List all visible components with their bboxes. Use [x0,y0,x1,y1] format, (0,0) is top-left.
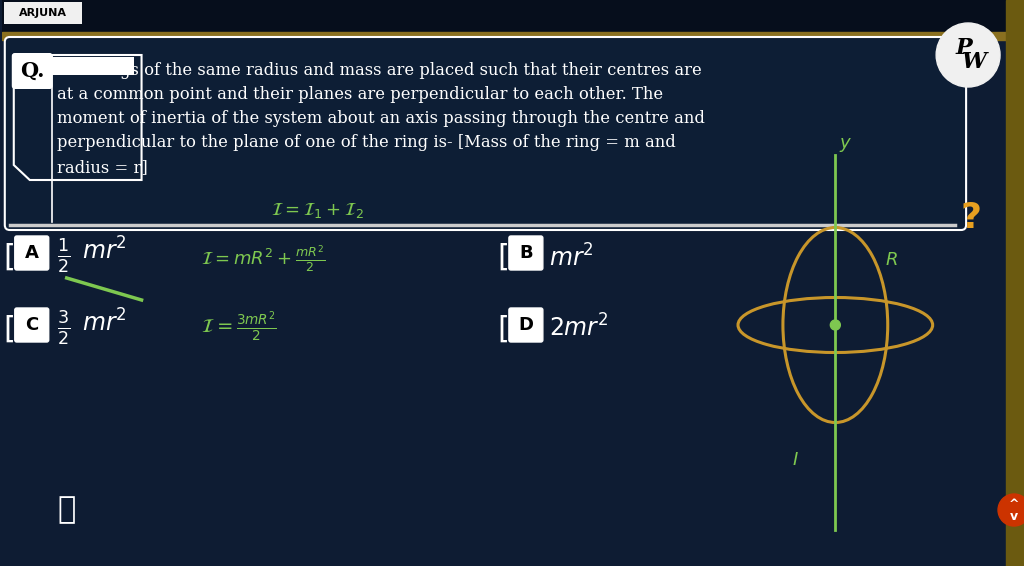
Text: $mr^2$: $mr^2$ [82,309,126,336]
Text: $mr^2$: $mr^2$ [549,244,594,271]
Text: ?: ? [961,201,982,235]
FancyBboxPatch shape [14,236,49,270]
Text: B: B [519,244,532,262]
Text: $\frac{3}{2}$: $\frac{3}{2}$ [56,309,70,347]
Text: v: v [1010,509,1018,522]
Text: y: y [840,134,850,152]
FancyBboxPatch shape [4,2,82,24]
Text: 🏹: 🏹 [57,495,76,525]
FancyBboxPatch shape [509,308,543,342]
Circle shape [830,320,841,330]
Text: $\frac{1}{2}$: $\frac{1}{2}$ [56,237,70,275]
Text: $\mathcal{I} = \frac{3mR^2}{2}$: $\mathcal{I} = \frac{3mR^2}{2}$ [202,310,278,344]
Circle shape [936,23,1000,87]
Text: A: A [25,244,39,262]
Text: ARJUNA: ARJUNA [18,8,67,18]
Text: $2mr^2$: $2mr^2$ [549,314,608,341]
Text: C: C [26,316,38,334]
Text: [: [ [497,243,509,272]
Text: $\mathcal{I} = mR^2 + \frac{mR^2}{2}$: $\mathcal{I} = mR^2 + \frac{mR^2}{2}$ [202,244,326,275]
Text: ^: ^ [1009,498,1019,511]
Text: [: [ [497,315,509,344]
FancyBboxPatch shape [14,308,49,342]
Text: Two rings of the same radius and mass are placed such that their centres are
at : Two rings of the same radius and mass ar… [56,62,705,175]
FancyBboxPatch shape [13,57,133,75]
Text: [: [ [3,315,14,344]
Text: D: D [518,316,534,334]
Text: $mr^2$: $mr^2$ [82,237,126,264]
Bar [1006,0,1024,566]
Text: [: [ [3,243,14,272]
Text: $\mathcal{I} = \mathcal{I}_1 + \mathcal{I}_2$: $\mathcal{I} = \mathcal{I}_1 + \mathcal{… [271,201,365,220]
Text: Q.: Q. [20,61,45,81]
Bar [2,0,1024,32]
FancyBboxPatch shape [12,53,52,89]
Circle shape [998,494,1024,526]
Text: I: I [793,451,798,469]
FancyBboxPatch shape [509,236,543,270]
Text: P: P [955,37,973,59]
Bar [2,32,1024,40]
FancyBboxPatch shape [5,37,966,230]
Text: R: R [885,251,898,269]
Text: W: W [962,51,986,73]
